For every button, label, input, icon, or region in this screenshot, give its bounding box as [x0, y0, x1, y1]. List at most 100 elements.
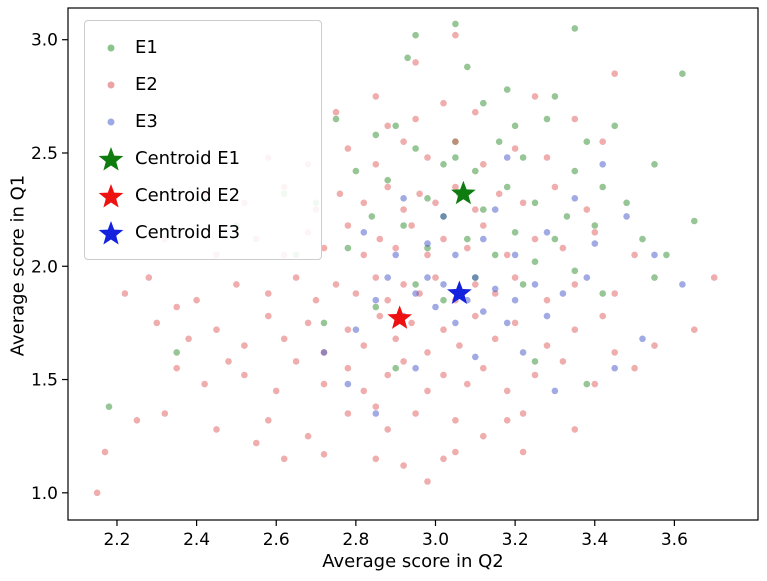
data-point-E1: [651, 161, 658, 168]
data-point-E3: [639, 335, 646, 343]
data-point-E2: [412, 410, 419, 417]
x-tick-label: 3.4: [581, 530, 608, 550]
data-point-E2: [519, 199, 527, 207]
data-point-E2: [491, 290, 499, 297]
data-point-E2: [241, 371, 248, 379]
data-point-E3: [424, 240, 431, 247]
data-point-E2: [280, 455, 288, 463]
centroid-star-centroid-e2: [387, 305, 413, 329]
data-point-E2: [611, 349, 618, 356]
centroid-star-centroid-e1: [451, 180, 476, 205]
data-point-E1: [679, 70, 686, 77]
data-point-E2: [495, 190, 503, 198]
data-point-E2: [519, 448, 527, 456]
data-point-E1: [663, 251, 670, 259]
data-point-E3: [392, 251, 400, 259]
data-point-E3: [352, 326, 360, 334]
data-point-E2: [440, 235, 447, 243]
data-point-E3: [491, 285, 499, 293]
data-point-E2: [599, 312, 606, 320]
data-point-E1: [384, 176, 392, 184]
data-point-E2: [145, 274, 153, 281]
data-point-E2: [360, 387, 368, 395]
data-point-E3: [360, 229, 368, 236]
data-point-E2: [213, 426, 220, 433]
data-point-E2: [511, 319, 519, 327]
data-point-E3: [320, 349, 328, 356]
legend-entry-e1: E1: [87, 29, 315, 66]
data-point-E2: [161, 410, 169, 417]
data-point-E3: [372, 410, 380, 417]
data-point-E2: [400, 206, 407, 213]
data-point-E1: [440, 296, 447, 304]
data-point-E1: [472, 167, 479, 175]
data-point-E2: [332, 281, 340, 288]
data-point-E2: [320, 451, 328, 458]
data-point-E3: [679, 281, 686, 288]
data-point-E2: [440, 455, 447, 463]
data-point-E2: [233, 281, 240, 288]
data-point-E2: [408, 319, 415, 327]
dot-marker-icon: [87, 70, 135, 100]
data-point-E1: [440, 161, 447, 168]
data-point-E2: [424, 251, 431, 259]
data-point-E2: [583, 206, 591, 213]
data-point-E2: [464, 244, 471, 252]
y-axis-label: Average score in Q1: [7, 174, 29, 357]
data-point-E3: [551, 387, 559, 395]
data-point-E2: [93, 489, 101, 497]
data-point-E2: [551, 183, 559, 191]
data-point-E2: [121, 290, 129, 297]
y-tick-label: 1.5: [31, 371, 58, 391]
data-point-E2: [344, 222, 352, 229]
data-point-E3: [623, 213, 630, 220]
data-point-E2: [344, 145, 352, 152]
legend-entry-e3: E3: [87, 103, 315, 140]
data-point-E2: [312, 296, 320, 304]
data-point-E2: [133, 417, 141, 424]
data-point-E1: [332, 115, 340, 123]
data-point-E1: [563, 213, 571, 220]
data-point-E1: [571, 25, 579, 32]
star-marker-icon: [87, 181, 135, 211]
data-point-E2: [472, 281, 479, 288]
star-marker-icon: [87, 218, 135, 248]
data-point-E1: [599, 290, 606, 297]
data-point-E2: [185, 335, 192, 343]
data-point-E3: [480, 235, 487, 243]
data-point-E2: [336, 190, 344, 198]
data-point-E1: [611, 122, 618, 130]
data-point-E3: [440, 281, 447, 288]
data-point-E2: [432, 199, 439, 207]
data-point-E2: [265, 290, 272, 297]
data-point-E1: [571, 167, 579, 175]
data-point-E3: [472, 353, 479, 361]
data-point-E2: [424, 154, 431, 161]
legend-label: E1: [135, 36, 158, 58]
data-point-E3: [583, 274, 591, 281]
data-point-E3: [571, 195, 579, 202]
data-point-E3: [384, 274, 392, 281]
data-point-E2: [631, 251, 638, 259]
data-point-E1: [495, 138, 503, 145]
data-point-E1: [491, 251, 499, 259]
data-point-E1: [412, 145, 419, 152]
data-point-E2: [543, 154, 551, 161]
data-point-E2: [424, 349, 431, 356]
data-point-E2: [360, 251, 368, 259]
data-point-E1: [583, 138, 591, 145]
data-point-E2: [320, 244, 328, 252]
data-point-E1: [583, 380, 591, 388]
data-point-E2: [213, 326, 220, 334]
data-point-E3: [432, 303, 439, 311]
y-tick-label: 2.5: [31, 144, 58, 164]
data-point-E2: [332, 108, 340, 116]
data-point-E1: [623, 199, 630, 207]
data-point-E2: [344, 326, 352, 334]
data-point-E2: [320, 380, 328, 388]
data-point-E2: [400, 138, 407, 145]
data-point-E1: [404, 54, 411, 62]
data-point-E3: [511, 251, 519, 259]
dot-marker-icon: [87, 33, 135, 63]
data-point-E2: [591, 380, 599, 388]
